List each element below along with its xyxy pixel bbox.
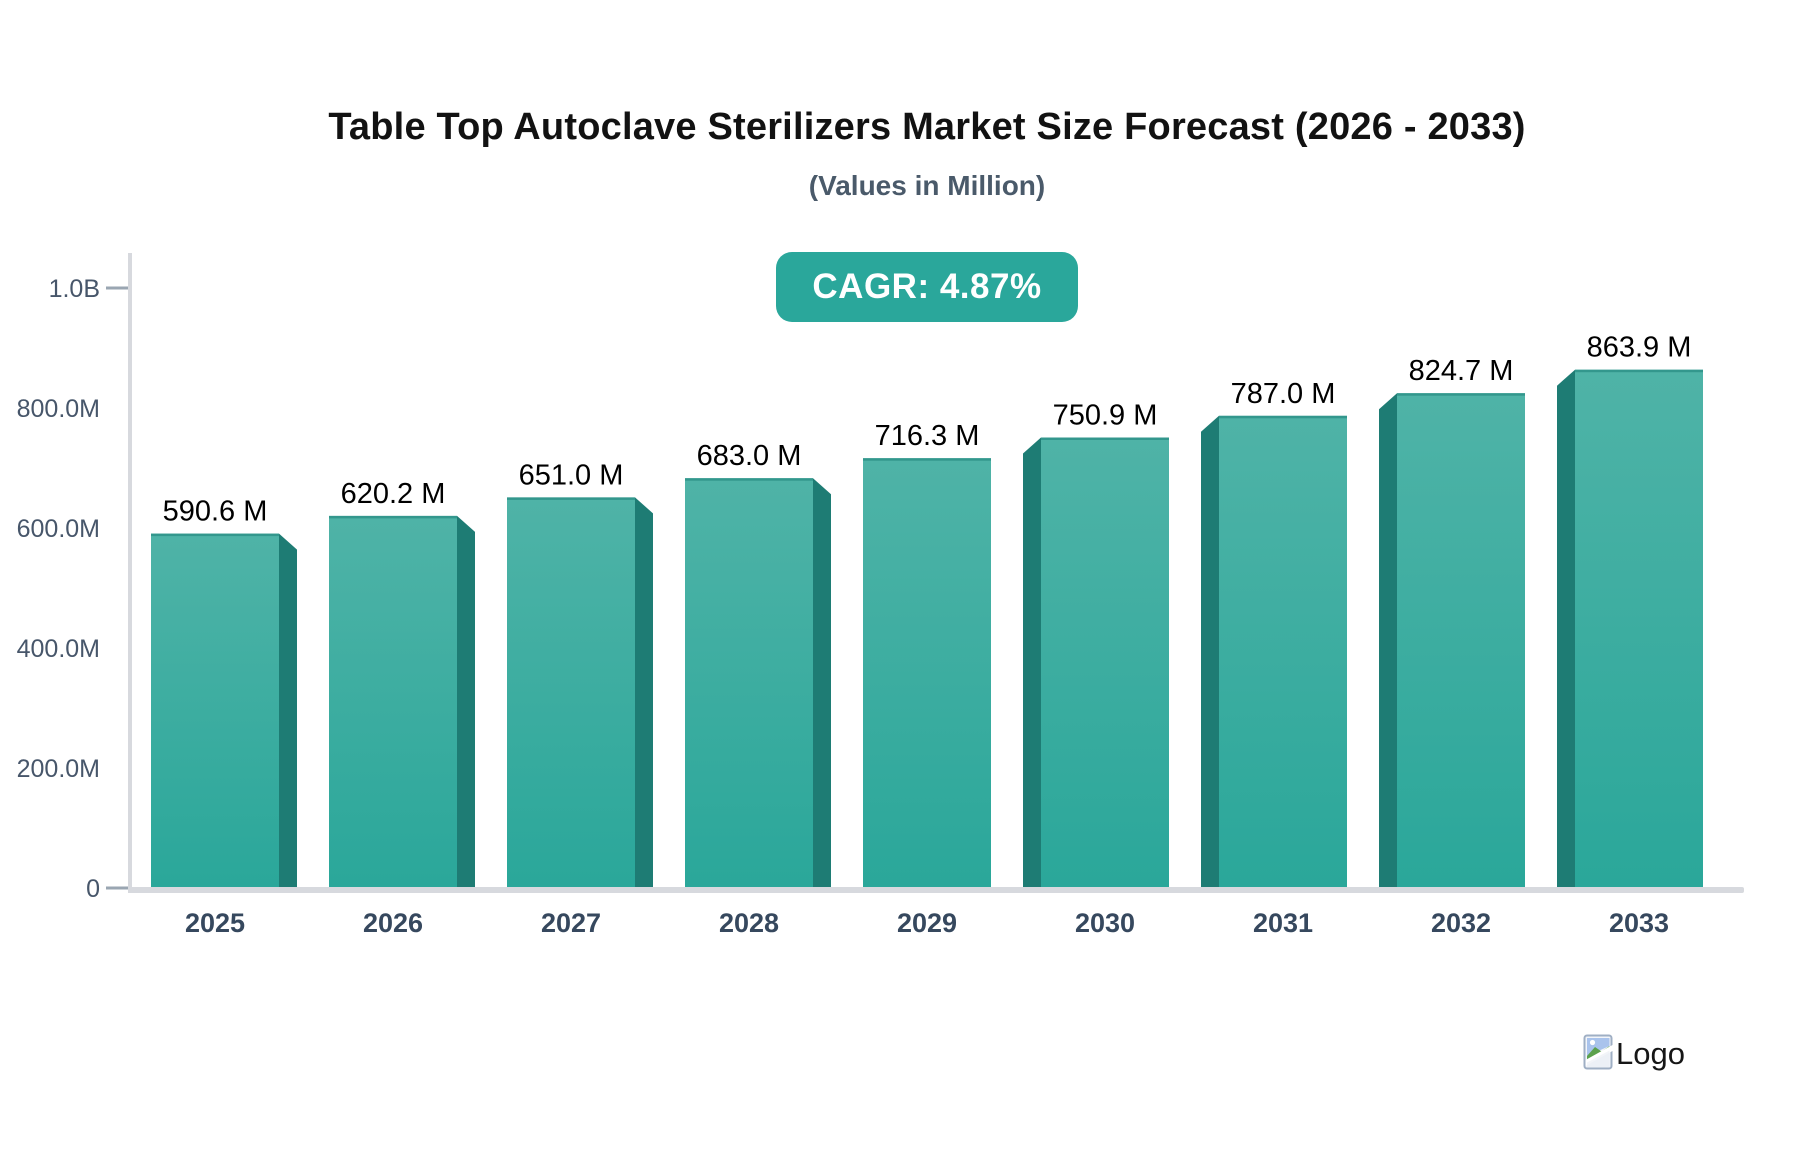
bar-top-edge-2025 [151, 533, 279, 537]
y-axis-tick-label: 200.0M [17, 755, 100, 783]
bar-top-edge-2033 [1575, 369, 1703, 373]
y-axis-tick-label: 400.0M [17, 635, 100, 663]
bar-value-label: 824.7 M [1409, 355, 1514, 387]
bar-side-2030[interactable] [1023, 437, 1041, 889]
bar-value-label: 651.0 M [519, 459, 624, 491]
logo: Logo [1583, 1034, 1685, 1072]
bar-side-2026[interactable] [457, 515, 475, 888]
bar-value-label: 750.9 M [1053, 400, 1158, 432]
chart-title: Table Top Autoclave Sterilizers Market S… [328, 106, 1526, 148]
bar-top-edge-2029 [863, 458, 991, 461]
bar-side-2032[interactable] [1379, 393, 1397, 888]
bar-value-label: 863.9 M [1587, 332, 1692, 364]
x-axis-label: 2028 [719, 908, 779, 938]
bar-value-label: 716.3 M [875, 420, 980, 452]
y-axis-tick-mark [106, 886, 128, 890]
bar-2028[interactable] [685, 478, 813, 888]
x-axis-label: 2030 [1075, 908, 1135, 938]
cagr-badge-row: CAGR: 4.87% [54, 252, 1800, 322]
x-axis-label: 2027 [541, 908, 601, 938]
bar-top-edge-2028 [685, 478, 813, 481]
x-axis-label: 2031 [1253, 908, 1313, 938]
bar-value-label: 787.0 M [1231, 378, 1336, 410]
y-axis-tick-mark [106, 286, 128, 290]
logo-text: Logo [1616, 1036, 1685, 1071]
broken-image-icon [1583, 1034, 1613, 1070]
y-axis-line [128, 253, 132, 893]
x-axis-label: 2029 [897, 908, 957, 938]
x-axis-label: 2032 [1431, 908, 1491, 938]
bar-side-2033[interactable] [1557, 369, 1575, 888]
x-axis-label: 2025 [185, 908, 245, 938]
bar-value-label: 590.6 M [163, 496, 268, 528]
y-axis-tick-label: 800.0M [17, 395, 100, 423]
bar-2031[interactable] [1219, 415, 1347, 888]
bar-top-edge-2030 [1041, 437, 1169, 440]
bar-side-2031[interactable] [1201, 415, 1219, 888]
y-axis-tick-label: 1.0B [49, 275, 100, 303]
bar-value-label: 683.0 M [697, 440, 802, 472]
bar-2032[interactable] [1397, 393, 1525, 888]
x-axis-line [128, 887, 1744, 893]
bar-top-edge-2032 [1397, 393, 1525, 396]
x-axis-label: 2026 [363, 908, 423, 938]
cagr-badge: CAGR: 4.87% [776, 252, 1078, 322]
bar-top-edge-2031 [1219, 415, 1347, 419]
chart-subtitle: (Values in Million) [808, 170, 1046, 201]
y-axis-tick-label: 0 [86, 875, 100, 903]
bar-2033[interactable] [1575, 369, 1703, 888]
bar-value-label: 620.2 M [341, 478, 446, 510]
bar-top-edge-2027 [507, 497, 635, 500]
bar-2027[interactable] [507, 497, 635, 888]
bar-top-edge-2026 [329, 515, 457, 519]
bar-2029[interactable] [863, 458, 991, 888]
bar-2026[interactable] [329, 515, 457, 888]
bar-2025[interactable] [151, 533, 279, 888]
x-axis-label: 2033 [1609, 908, 1669, 938]
bar-side-2025[interactable] [279, 533, 297, 888]
bar-2030[interactable] [1041, 437, 1169, 889]
bar-side-2028[interactable] [813, 478, 831, 888]
bar-side-2027[interactable] [635, 497, 653, 888]
y-axis-tick-label: 600.0M [17, 515, 100, 543]
